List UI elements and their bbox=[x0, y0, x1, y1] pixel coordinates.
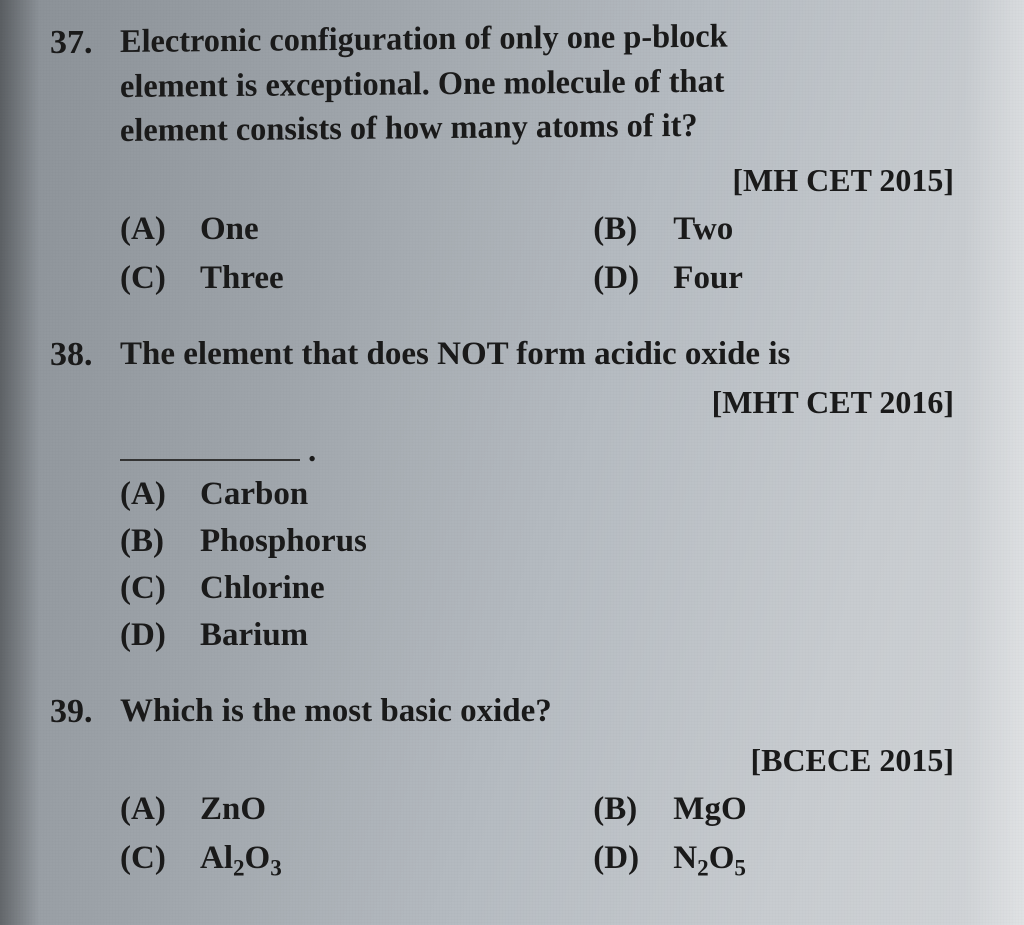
option-value: Carbon bbox=[200, 476, 308, 513]
question-text: The element that does NOT form acidic ox… bbox=[120, 332, 994, 377]
question-39: 39. Which is the most basic oxide? [BCEC… bbox=[50, 689, 994, 881]
question-text: Electronic configuration of only one p-b… bbox=[120, 12, 977, 153]
option-value: Four bbox=[673, 260, 743, 297]
question-text-line: element is exceptional. One molecule of … bbox=[120, 57, 977, 109]
question-source: [BCECE 2015] bbox=[120, 742, 954, 779]
option-d: (D) Barium bbox=[120, 617, 994, 654]
question-37: 37. Electronic configuration of only one… bbox=[50, 20, 994, 297]
option-label: (B) bbox=[593, 791, 673, 828]
question-options: . (A) Carbon (B) Phosphorus (C) Chlorine… bbox=[50, 433, 994, 654]
option-label: (D) bbox=[120, 617, 200, 654]
option-label: (B) bbox=[593, 211, 673, 248]
question-options: (A) One (B) Two (C) Three (D) Four bbox=[50, 211, 994, 297]
question-38: 38. The element that does NOT form acidi… bbox=[50, 332, 994, 655]
option-label: (C) bbox=[120, 570, 200, 607]
question-source: [MHT CET 2016] bbox=[120, 384, 954, 421]
option-a: (A) Carbon bbox=[120, 476, 994, 513]
option-b: (B) Two bbox=[593, 211, 994, 248]
option-value: N2O5 bbox=[673, 840, 746, 882]
question-number: 39. bbox=[50, 689, 120, 731]
option-label: (A) bbox=[120, 476, 200, 513]
option-value: Al2O3 bbox=[200, 840, 282, 882]
blank-underline bbox=[120, 459, 300, 461]
option-label: (D) bbox=[593, 260, 673, 297]
option-value: Phosphorus bbox=[200, 523, 367, 560]
option-d: (D) N2O5 bbox=[593, 840, 994, 882]
option-value: ZnO bbox=[200, 791, 266, 828]
option-value: Two bbox=[673, 211, 733, 248]
question-number: 38. bbox=[50, 332, 120, 374]
option-c: (C) Chlorine bbox=[120, 570, 994, 607]
option-value: One bbox=[200, 211, 259, 248]
option-d: (D) Four bbox=[593, 260, 994, 297]
option-label: (D) bbox=[593, 840, 673, 877]
option-value: Chlorine bbox=[200, 570, 325, 607]
option-a: (A) One bbox=[120, 211, 513, 248]
option-b: (B) MgO bbox=[593, 791, 994, 828]
question-options: (A) ZnO (B) MgO (C) Al2O3 (D) N2O5 bbox=[50, 791, 994, 882]
option-a: (A) ZnO bbox=[120, 791, 513, 828]
question-text-line: element consists of how many atoms of it… bbox=[120, 101, 977, 153]
option-value: Barium bbox=[200, 617, 308, 654]
question-source: [MH CET 2015] bbox=[120, 162, 954, 199]
option-value: Three bbox=[200, 260, 284, 297]
option-label: (C) bbox=[120, 260, 200, 297]
option-c: (C) Three bbox=[120, 260, 513, 297]
page-left-shadow bbox=[0, 0, 40, 925]
option-label: (B) bbox=[120, 523, 200, 560]
option-value: MgO bbox=[673, 791, 746, 828]
question-text-line: Electronic configuration of only one p-b… bbox=[120, 12, 977, 64]
question-text: Which is the most basic oxide? bbox=[120, 689, 994, 734]
option-label: (C) bbox=[120, 840, 200, 877]
option-c: (C) Al2O3 bbox=[120, 840, 513, 882]
option-label: (A) bbox=[120, 791, 200, 828]
option-b: (B) Phosphorus bbox=[120, 523, 994, 560]
option-label: (A) bbox=[120, 211, 200, 248]
question-number: 37. bbox=[50, 20, 120, 62]
